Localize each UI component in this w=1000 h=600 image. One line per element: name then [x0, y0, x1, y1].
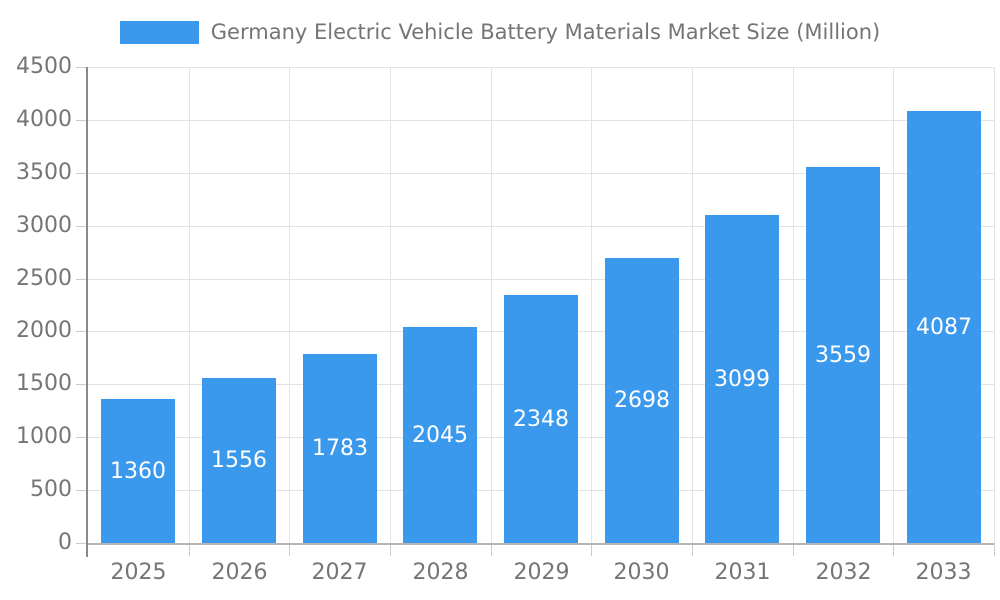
y-tick	[76, 384, 88, 385]
y-tick-label-1500: 1500	[16, 371, 72, 396]
x-axis-label-2031: 2031	[714, 560, 771, 585]
y-tick-label-4500: 4500	[16, 54, 72, 79]
x-axis-label-2029: 2029	[513, 560, 570, 585]
y-tick-label-500: 500	[30, 477, 72, 502]
gridline-h-3500	[88, 173, 994, 174]
bar-2031[interactable]: 3099	[705, 215, 779, 543]
x-axis-label-2030: 2030	[613, 560, 670, 585]
gridline-v-5	[591, 67, 592, 543]
y-tick-label-3000: 3000	[16, 213, 72, 238]
x-tick	[289, 543, 290, 556]
y-tick-label-4000: 4000	[16, 107, 72, 132]
y-axis-line	[86, 67, 88, 557]
bar-value-label: 2045	[412, 422, 468, 448]
bar-2027[interactable]: 1783	[303, 354, 377, 543]
bar-2029[interactable]: 2348	[504, 295, 578, 543]
bar-2028[interactable]: 2045	[403, 327, 477, 543]
bar-value-label: 3099	[714, 366, 770, 392]
bar-2026[interactable]: 1556	[202, 378, 276, 543]
gridline-v-4	[491, 67, 492, 543]
gridline-h-3000	[88, 226, 994, 227]
y-tick	[76, 226, 88, 227]
gridline-h-2500	[88, 279, 994, 280]
gridline-h-4000	[88, 120, 994, 121]
y-tick	[76, 490, 88, 491]
y-tick-label-2500: 2500	[16, 266, 72, 291]
gridline-v-1	[189, 67, 190, 543]
x-axis-label-2025: 2025	[110, 560, 167, 585]
x-axis-label-2027: 2027	[311, 560, 368, 585]
bar-value-label: 4087	[916, 314, 972, 340]
legend[interactable]: Germany Electric Vehicle Battery Materia…	[0, 20, 1000, 44]
y-tick-label-3500: 3500	[16, 160, 72, 185]
y-tick	[76, 279, 88, 280]
gridline-v-7	[793, 67, 794, 543]
gridline-v-6	[692, 67, 693, 543]
x-tick	[189, 543, 190, 556]
x-axis-label-2033: 2033	[915, 560, 972, 585]
bar-value-label: 2348	[513, 406, 569, 432]
y-tick-label-0: 0	[58, 530, 72, 555]
bar-value-label: 1360	[110, 458, 166, 484]
y-tick	[76, 543, 88, 544]
y-tick	[76, 173, 88, 174]
bar-value-label: 3559	[815, 342, 871, 368]
legend-swatch[interactable]	[119, 20, 199, 44]
x-tick	[893, 543, 894, 556]
y-tick	[76, 437, 88, 438]
y-tick	[76, 67, 88, 68]
x-axis-label-2032: 2032	[815, 560, 872, 585]
x-tick	[994, 543, 995, 556]
x-axis-label-2028: 2028	[412, 560, 469, 585]
x-tick	[692, 543, 693, 556]
x-tick	[591, 543, 592, 556]
x-axis-line	[88, 543, 994, 545]
y-tick	[76, 331, 88, 332]
bar-2033[interactable]: 4087	[907, 111, 981, 543]
x-tick	[793, 543, 794, 556]
x-tick	[491, 543, 492, 556]
bar-2032[interactable]: 3559	[806, 167, 880, 543]
y-tick	[76, 120, 88, 121]
bar-value-label: 1556	[211, 448, 267, 473]
x-tick	[390, 543, 391, 556]
gridline-v-8	[893, 67, 894, 543]
gridline-h-4500	[88, 67, 994, 68]
bar-2030[interactable]: 2698	[605, 258, 679, 543]
y-tick-label-2000: 2000	[16, 318, 72, 343]
y-tick-label-1000: 1000	[16, 424, 72, 449]
gridline-v-3	[390, 67, 391, 543]
bar-value-label: 2698	[614, 388, 670, 413]
x-axis-label-2026: 2026	[211, 560, 268, 585]
bar-value-label: 1783	[312, 436, 368, 461]
gridline-v-9	[994, 67, 995, 543]
bar-2025[interactable]: 1360	[101, 399, 175, 543]
legend-label[interactable]: Germany Electric Vehicle Battery Materia…	[210, 20, 881, 44]
gridline-v-2	[289, 67, 290, 543]
